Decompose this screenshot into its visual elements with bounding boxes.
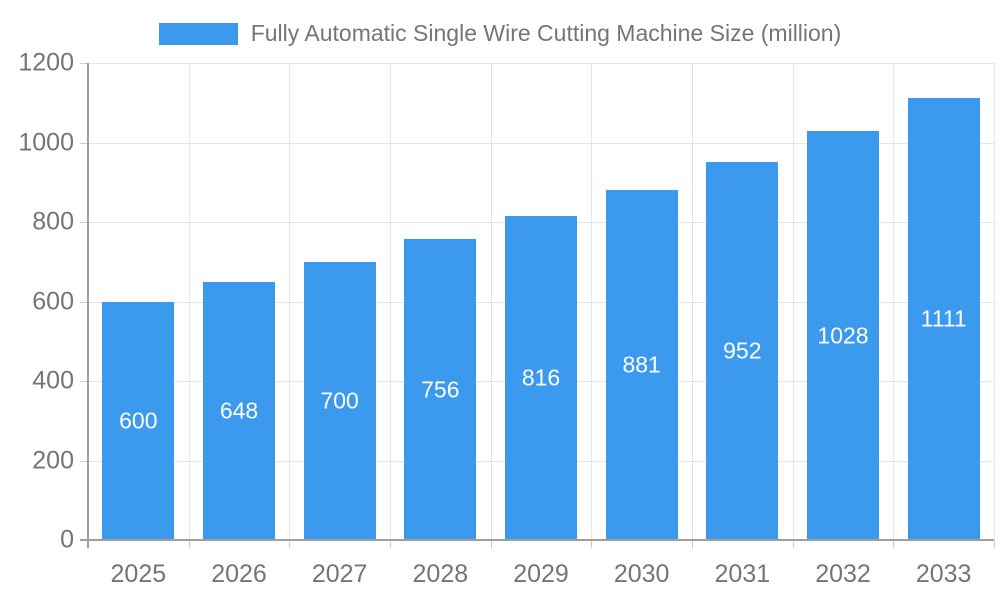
legend-swatch: [158, 22, 238, 45]
legend-label: Fully Automatic Single Wire Cutting Mach…: [250, 20, 842, 46]
v-gridline: [490, 63, 492, 540]
v-gridline: [188, 63, 190, 540]
bar-value-label: 1111: [920, 305, 967, 332]
v-gridline: [591, 63, 593, 540]
v-gridline: [792, 63, 794, 540]
x-tick: [692, 540, 693, 548]
x-tick: [591, 540, 593, 548]
x-tick: [188, 540, 190, 548]
v-gridline: [994, 63, 995, 540]
x-tick: [490, 540, 492, 548]
x-axis-line: [80, 539, 994, 541]
v-gridline: [390, 63, 391, 540]
y-tick: [80, 381, 88, 382]
x-tick-label: 2033: [915, 560, 972, 588]
x-tick-label: 2031: [714, 560, 771, 588]
bar-2025[interactable]: [102, 301, 175, 540]
bar-value-label: 700: [320, 387, 359, 414]
y-tick: [80, 142, 88, 144]
bar-2026[interactable]: [203, 282, 275, 540]
bar-value-label: 881: [622, 351, 661, 378]
bar-2031[interactable]: [706, 161, 779, 540]
x-tick: [792, 540, 794, 548]
bar-value-label: 756: [421, 376, 460, 403]
bar-2032[interactable]: [807, 131, 879, 540]
x-tick-label: 2026: [211, 560, 267, 588]
y-tick-label: 200: [32, 446, 74, 474]
y-tick-label: 1000: [18, 128, 74, 156]
y-tick: [80, 222, 88, 223]
bar-value-label: 1028: [817, 322, 869, 349]
bar-2028[interactable]: [404, 239, 477, 540]
h-gridline: [88, 63, 994, 64]
h-gridline: [88, 142, 994, 144]
y-tick-label: 400: [32, 366, 74, 395]
bar-2033[interactable]: [907, 98, 980, 540]
x-tick: [390, 540, 391, 548]
v-gridline: [893, 63, 895, 540]
y-axis-line: [87, 63, 89, 548]
bar-value-label: 648: [219, 397, 259, 424]
x-tick-label: 2032: [815, 560, 871, 588]
v-gridline: [289, 63, 291, 540]
chart-legend[interactable]: Fully Automatic Single Wire Cutting Mach…: [0, 20, 1000, 47]
x-tick: [994, 540, 995, 548]
y-tick: [80, 460, 88, 462]
bar-2027[interactable]: [303, 261, 376, 540]
bar-value-label: 816: [521, 364, 561, 391]
x-tick-label: 2028: [412, 560, 469, 588]
x-tick: [893, 540, 895, 548]
x-tick-label: 2025: [110, 560, 167, 588]
y-tick-label: 1200: [18, 48, 74, 77]
y-tick-label: 600: [32, 287, 74, 315]
bar-value-label: 600: [119, 407, 158, 434]
y-tick-label: 0: [60, 525, 74, 554]
x-tick-label: 2027: [311, 560, 368, 588]
bar-2029[interactable]: [505, 215, 577, 540]
x-tick-label: 2030: [613, 560, 670, 588]
y-tick: [80, 63, 88, 64]
bar-2030[interactable]: [605, 189, 678, 540]
y-tick: [80, 301, 88, 303]
bar-value-label: 952: [723, 337, 762, 364]
v-gridline: [692, 63, 693, 540]
x-tick: [289, 540, 291, 548]
y-tick-label: 800: [32, 207, 74, 236]
x-tick-label: 2029: [513, 560, 569, 588]
